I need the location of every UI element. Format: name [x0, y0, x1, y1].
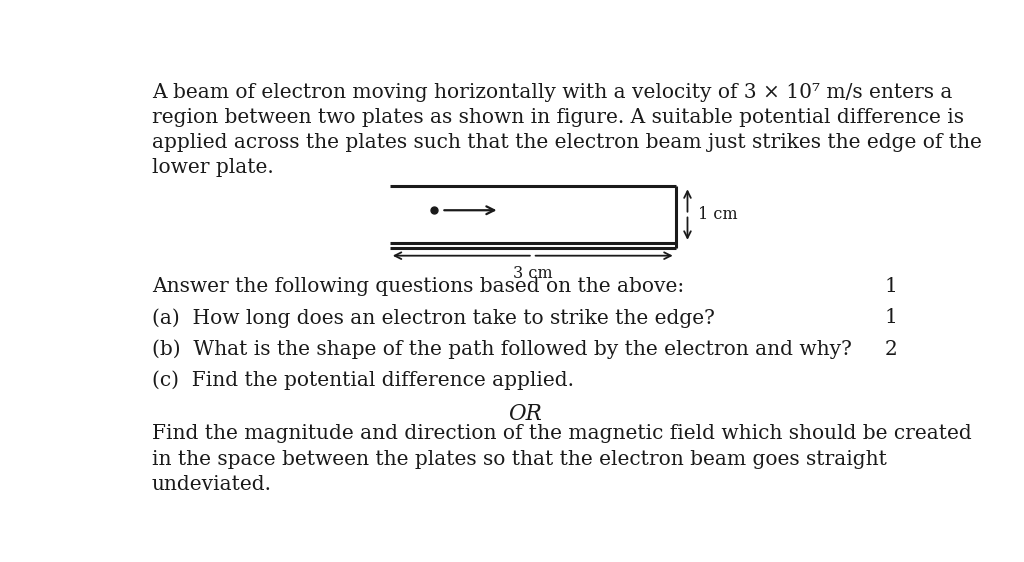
Text: (a)  How long does an electron take to strike the edge?: (a) How long does an electron take to st… — [152, 309, 715, 328]
Text: 1 cm: 1 cm — [697, 206, 737, 223]
Text: in the space between the plates so that the electron beam goes straight: in the space between the plates so that … — [152, 450, 887, 469]
Text: undeviated.: undeviated. — [152, 475, 271, 493]
Text: applied across the plates such that the electron beam just strikes the edge of t: applied across the plates such that the … — [152, 133, 982, 152]
Text: (b)  What is the shape of the path followed by the electron and why?: (b) What is the shape of the path follow… — [152, 339, 852, 359]
Text: 1: 1 — [885, 309, 898, 328]
Text: 2: 2 — [885, 339, 898, 359]
Text: 3 cm: 3 cm — [513, 265, 553, 282]
Text: OR: OR — [508, 403, 542, 425]
Text: A beam of electron moving horizontally with a velocity of 3 × 10⁷ m/s enters a: A beam of electron moving horizontally w… — [152, 83, 952, 102]
Text: region between two plates as shown in figure. A suitable potential difference is: region between two plates as shown in fi… — [152, 108, 964, 126]
Text: Find the magnitude and direction of the magnetic field which should be created: Find the magnitude and direction of the … — [152, 424, 972, 443]
Text: 1: 1 — [885, 277, 898, 296]
Text: Answer the following questions based on the above:: Answer the following questions based on … — [152, 277, 684, 296]
Text: (c)  Find the potential difference applied.: (c) Find the potential difference applie… — [152, 371, 573, 391]
Text: lower plate.: lower plate. — [152, 158, 273, 177]
